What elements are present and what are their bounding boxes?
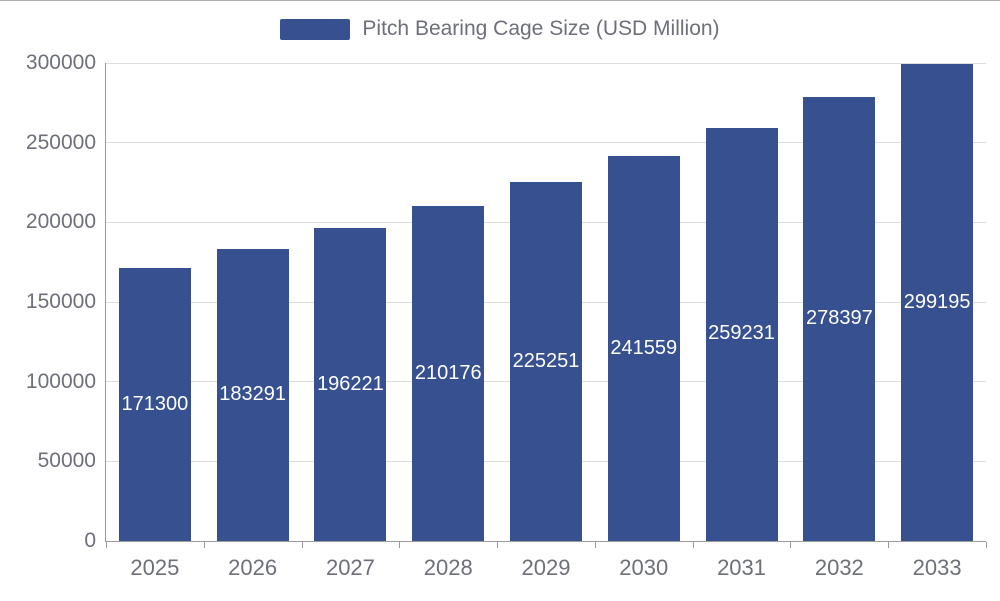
x-axis-tick-mark [301, 542, 303, 548]
y-axis-tick-label: 50000 [37, 449, 96, 473]
x-axis-tick-mark [888, 542, 890, 548]
x-axis-tick-mark [497, 542, 499, 548]
x-axis-category-label: 2032 [814, 555, 864, 580]
plot-area: 0 50000 100000 150000 200000 250000 300000 1713… [26, 52, 987, 580]
bar [607, 156, 680, 541]
x-axis-tick-mark [790, 542, 792, 548]
legend-label[interactable]: Pitch Bearing Cage Size (USD Million) [362, 17, 720, 40]
y-axis-tick-label: 0 [84, 529, 96, 552]
legend[interactable]: Pitch Bearing Cage Size (USD Million) [0, 17, 1000, 41]
x-axis-tick-mark [106, 542, 107, 548]
x-axis-category-label: 2025 [130, 555, 180, 580]
y-gridline [106, 142, 986, 144]
x-axis-tick-mark [986, 542, 987, 548]
y-gridline [106, 62, 986, 64]
x-axis-category-label: 2033 [912, 555, 962, 580]
x-axis-tick-mark [692, 542, 694, 548]
x-axis-category-label: 2028 [423, 555, 473, 580]
y-axis-tick-label: 300000 [25, 51, 96, 74]
bar [803, 97, 876, 541]
x-axis-tick-mark [399, 542, 401, 548]
x-axis-category-label: 2027 [325, 555, 375, 580]
bar [901, 64, 974, 541]
bar [216, 248, 289, 541]
legend-swatch[interactable] [280, 18, 351, 40]
x-axis-category-label: 2026 [228, 555, 278, 580]
y-axis-tick-label: 150000 [25, 290, 96, 313]
x-axis-category-label: 2029 [521, 555, 571, 580]
x-axis-category-label: 2031 [717, 555, 767, 580]
bar [412, 206, 485, 541]
bar [510, 182, 582, 541]
y-axis-tick-label: 100000 [25, 369, 96, 393]
bar [314, 228, 387, 541]
bar [118, 268, 191, 541]
y-axis-tick-label: 250000 [25, 130, 96, 154]
y-axis-tick-label: 200000 [25, 210, 96, 234]
bar [705, 127, 778, 541]
x-axis-tick-mark [594, 542, 596, 548]
x-axis-category-label: 2030 [619, 555, 669, 580]
x-axis-tick-mark [203, 542, 205, 548]
